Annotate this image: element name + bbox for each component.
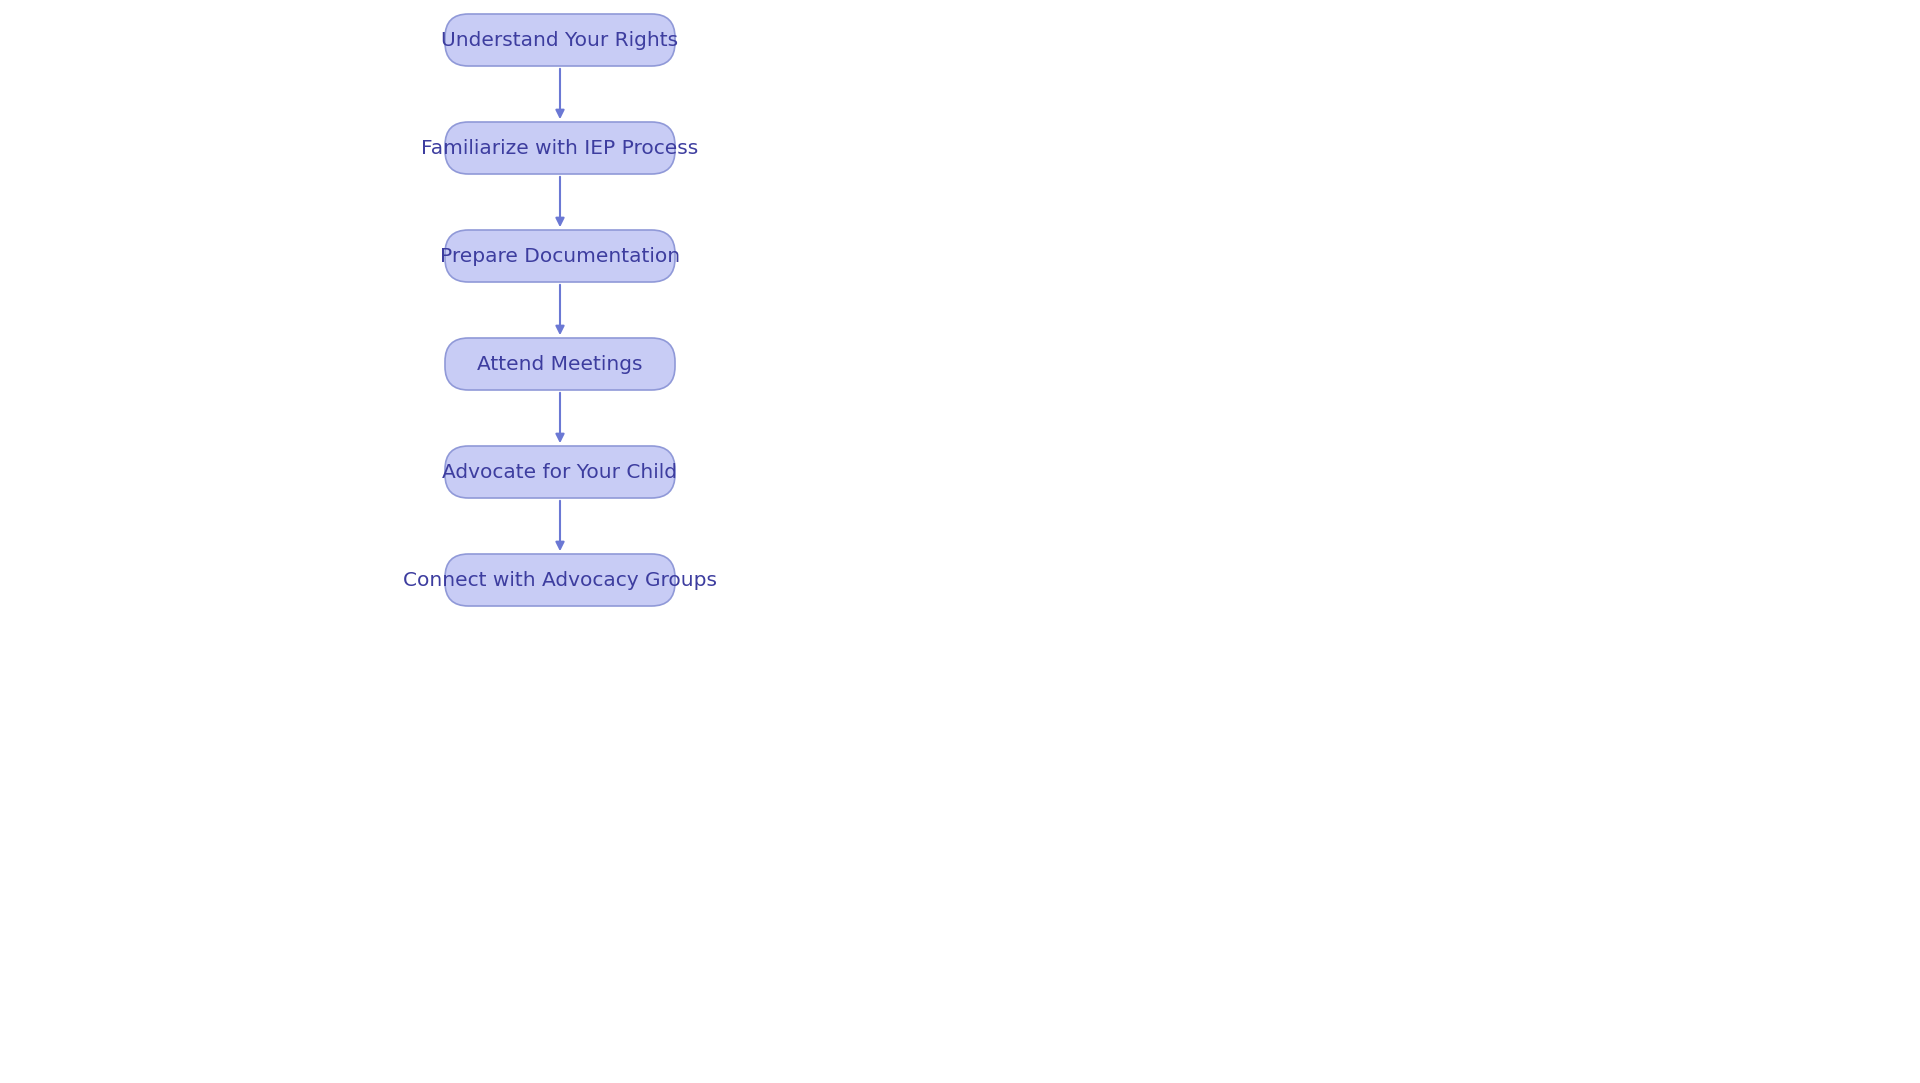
FancyBboxPatch shape xyxy=(445,230,676,282)
Text: Familiarize with IEP Process: Familiarize with IEP Process xyxy=(420,139,699,157)
FancyBboxPatch shape xyxy=(445,338,676,390)
Text: Connect with Advocacy Groups: Connect with Advocacy Groups xyxy=(403,571,716,589)
FancyBboxPatch shape xyxy=(445,446,676,498)
Text: Advocate for Your Child: Advocate for Your Child xyxy=(442,462,678,482)
Text: Prepare Documentation: Prepare Documentation xyxy=(440,247,680,265)
FancyBboxPatch shape xyxy=(445,122,676,174)
FancyBboxPatch shape xyxy=(445,554,676,606)
FancyBboxPatch shape xyxy=(445,14,676,66)
Text: Attend Meetings: Attend Meetings xyxy=(478,354,643,374)
Text: Understand Your Rights: Understand Your Rights xyxy=(442,30,678,50)
